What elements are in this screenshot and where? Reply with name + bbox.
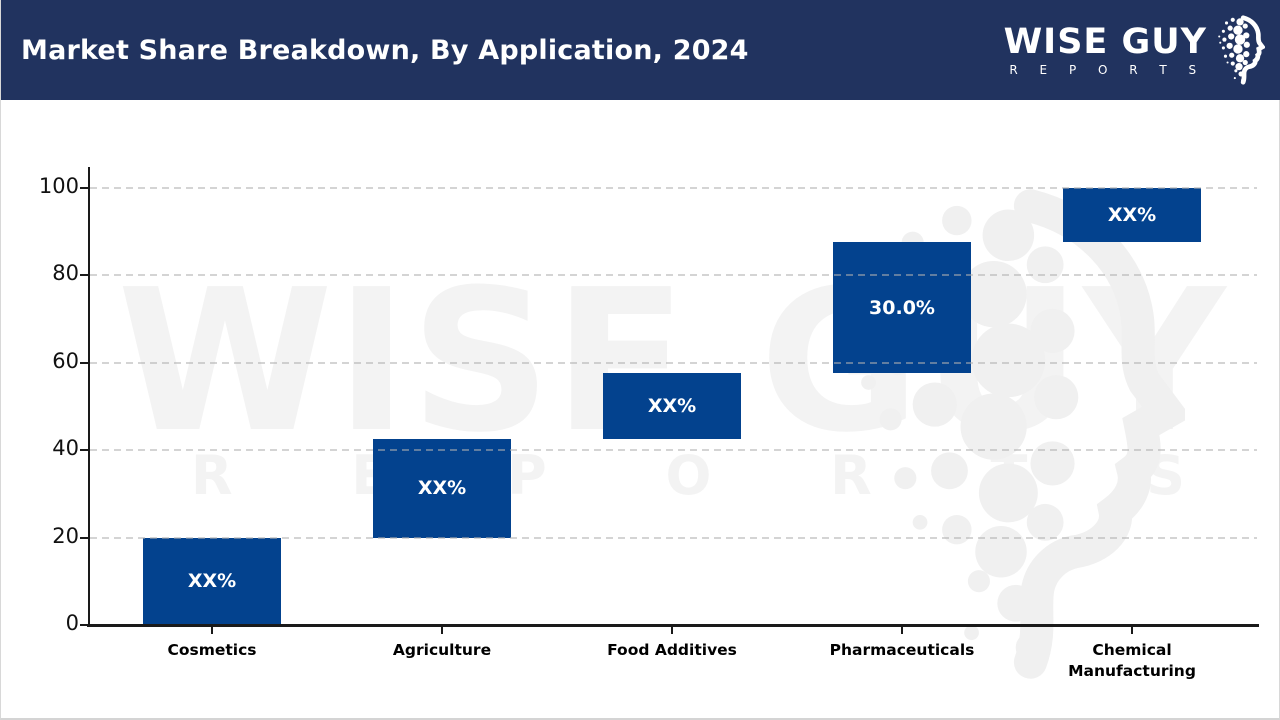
logo-text: WISE GUY R E P O R T S [1004, 23, 1207, 77]
x-tick-label-4: Pharmaceuticals [829, 641, 975, 659]
y-tick-mark [80, 186, 88, 189]
bar-agriculture: XX% [373, 439, 511, 538]
x-tick-label-2: Agriculture [392, 641, 492, 659]
x-tick-label-3: Food Additives [607, 641, 737, 659]
x-axis-spine [87, 624, 1259, 627]
y-tick-label: 20 [52, 523, 79, 548]
bar-pharmaceuticals: 30.0% [833, 242, 971, 374]
gridline [90, 274, 1257, 276]
wise-guy-logo: WISE GUY R E P O R T S [1004, 8, 1265, 92]
y-tick-mark [80, 624, 88, 626]
y-tick-label: 40 [52, 436, 79, 460]
bar-value-label: XX% [417, 477, 467, 500]
y-axis-spine [88, 167, 90, 627]
gridline [90, 361, 1257, 364]
header-bar: Market Share Breakdown, By Application, … [1, 0, 1280, 100]
y-tick-mark [80, 361, 88, 364]
y-tick-mark [80, 536, 88, 539]
watermark-subtext: R E P O R T S [191, 444, 1236, 507]
x-tick-mark [901, 627, 903, 634]
gridline [90, 186, 1257, 189]
bar-value-label: 30.0% [869, 296, 935, 319]
x-tick-label-5: Chemical Manufacturing [1068, 641, 1196, 680]
y-tick-label: 80 [52, 261, 79, 285]
y-tick-label: 0 [65, 611, 79, 635]
y-tick-mark [80, 449, 88, 451]
bar-value-label: XX% [647, 395, 697, 418]
logo-name: WISE GUY [1003, 22, 1207, 62]
y-tick-label: 60 [52, 348, 79, 373]
x-tick-mark [1131, 627, 1133, 634]
x-tick-label-1: Cosmetics [167, 641, 257, 659]
logo-face-icon [1213, 11, 1265, 89]
bar-food-additives: XX% [603, 373, 741, 440]
bar-value-label: XX% [187, 570, 237, 593]
figure-title: Market Share Breakdown, By Application, … [21, 34, 749, 66]
gridline [90, 449, 1257, 451]
x-tick-mark [671, 627, 673, 634]
bar-cosmetics: XX% [143, 537, 281, 625]
x-tick-mark [211, 627, 213, 634]
gridline [90, 536, 1257, 539]
bar-value-label: XX% [1107, 203, 1157, 226]
y-tick-label: 100 [38, 173, 79, 198]
logo-subtitle: R E P O R T S [1009, 63, 1206, 77]
bar-chemical-manufacturing: XX% [1063, 187, 1201, 243]
x-tick-mark [441, 627, 443, 634]
y-tick-mark [80, 274, 88, 276]
